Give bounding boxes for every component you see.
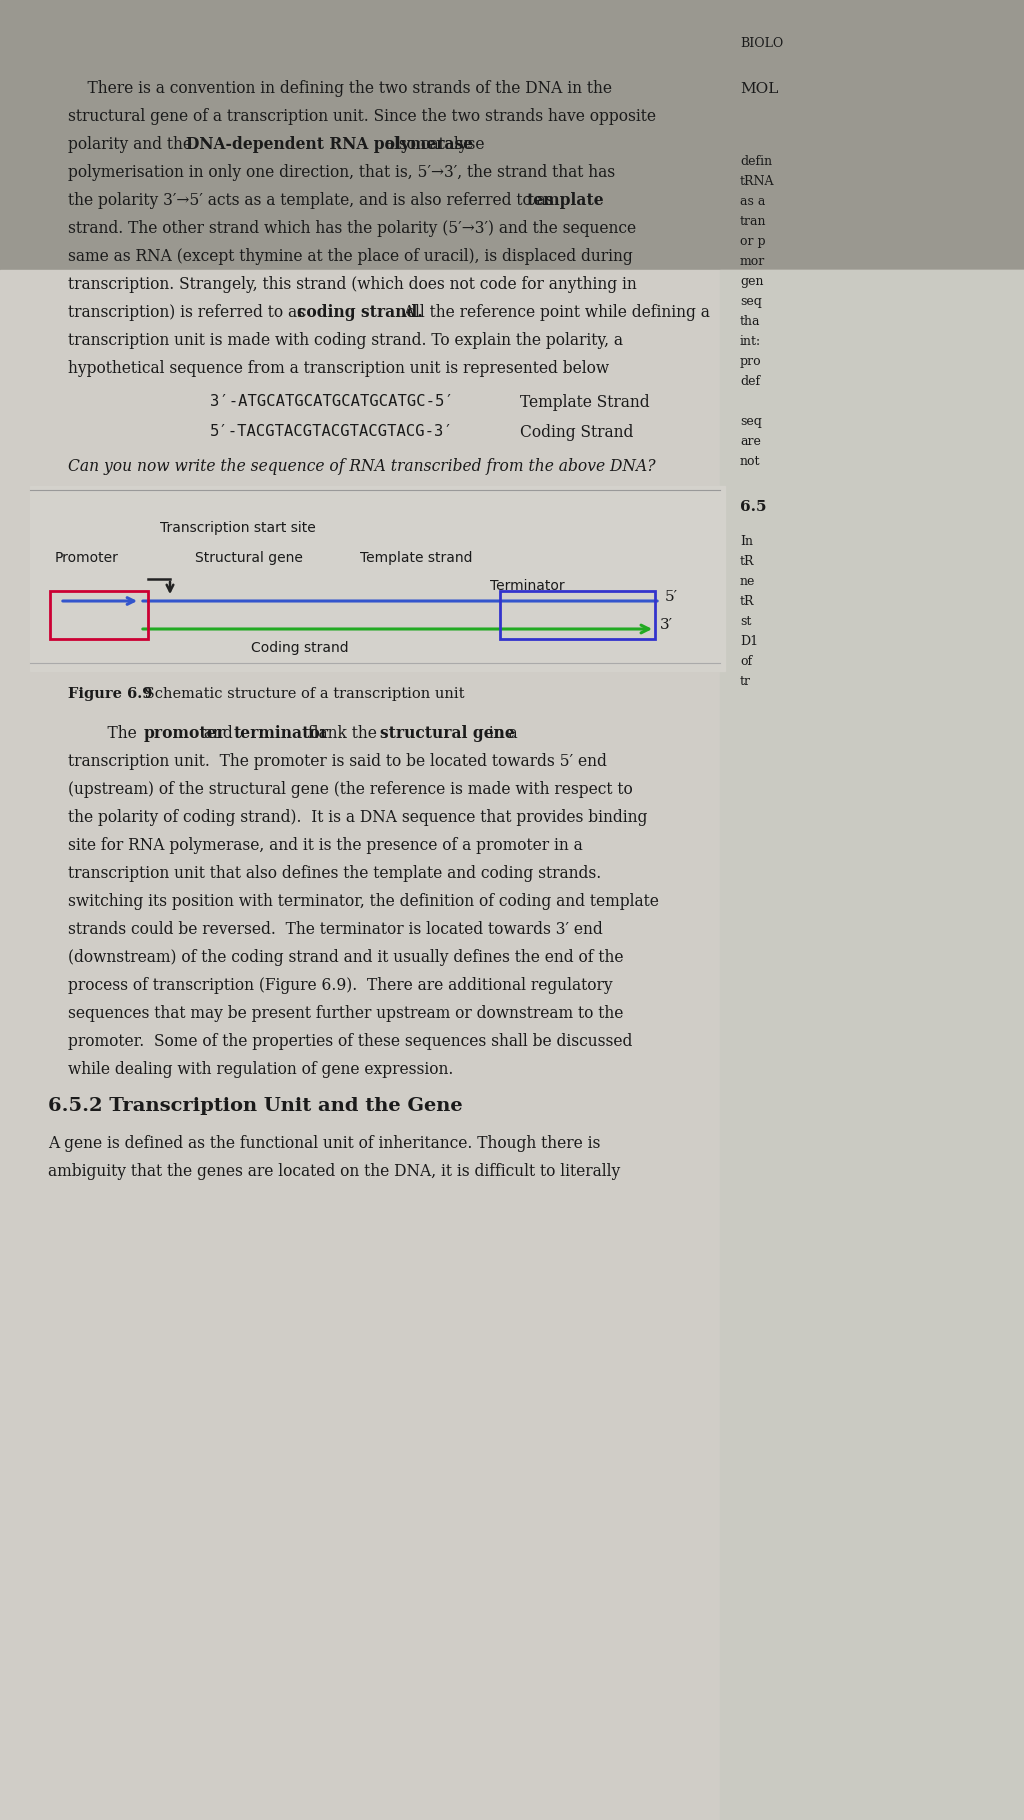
Text: transcription) is referred to as: transcription) is referred to as — [68, 304, 310, 320]
Text: ne: ne — [740, 575, 756, 588]
Text: 5′-TACGTACGTACGTACGTACG-3′: 5′-TACGTACGTACGTACGTACG-3′ — [210, 424, 454, 439]
Text: site for RNA polymerase, and it is the presence of a promoter in a: site for RNA polymerase, and it is the p… — [68, 837, 583, 854]
Text: Can you now write the sequence of RNA transcribed from the above DNA?: Can you now write the sequence of RNA tr… — [68, 459, 655, 475]
Text: pro: pro — [740, 355, 762, 368]
Text: 3′: 3′ — [660, 619, 673, 632]
Text: tRNA: tRNA — [740, 175, 774, 187]
Text: st: st — [740, 615, 752, 628]
Text: in a: in a — [483, 724, 517, 743]
Text: Template strand: Template strand — [360, 551, 472, 564]
Text: flank the: flank the — [303, 724, 382, 743]
Text: process of transcription (Figure 6.9).  There are additional regulatory: process of transcription (Figure 6.9). T… — [68, 977, 612, 994]
Text: the polarity 3′→5′ acts as a template, and is also referred to as: the polarity 3′→5′ acts as a template, a… — [68, 191, 558, 209]
Text: promoter.  Some of the properties of these sequences shall be discussed: promoter. Some of the properties of thes… — [68, 1034, 633, 1050]
Text: transcription unit is made with coding strand. To explain the polarity, a: transcription unit is made with coding s… — [68, 331, 623, 349]
Text: tha: tha — [740, 315, 761, 328]
Text: tran: tran — [740, 215, 767, 228]
Text: Structural gene: Structural gene — [195, 551, 303, 564]
Text: hypothetical sequence from a transcription unit is represented below: hypothetical sequence from a transcripti… — [68, 360, 609, 377]
Text: All the reference point while defining a: All the reference point while defining a — [394, 304, 711, 320]
Text: strand. The other strand which has the polarity (5′→3′) and the sequence: strand. The other strand which has the p… — [68, 220, 636, 237]
Text: sequences that may be present further upstream or downstream to the: sequences that may be present further up… — [68, 1005, 624, 1023]
Text: and: and — [199, 724, 238, 743]
Text: def: def — [740, 375, 760, 388]
Bar — [500, 592, 655, 639]
Text: 6.5: 6.5 — [740, 501, 767, 513]
Text: Coding strand: Coding strand — [251, 641, 349, 655]
Text: of: of — [740, 655, 752, 668]
Text: defin: defin — [740, 155, 772, 167]
Text: 3′-ATGCATGCATGCATGCATGC-5′: 3′-ATGCATGCATGCATGCATGC-5′ — [210, 393, 454, 410]
Text: structural gene: structural gene — [380, 724, 514, 743]
Text: seq: seq — [740, 295, 762, 308]
Text: DNA-dependent RNA polymerase: DNA-dependent RNA polymerase — [186, 136, 473, 153]
Text: strands could be reversed.  The terminator is located towards 3′ end: strands could be reversed. The terminato… — [68, 921, 603, 937]
Bar — [0, 0, 1024, 269]
Text: coding strand.: coding strand. — [297, 304, 423, 320]
Bar — [0, 269, 1024, 1820]
Text: tR: tR — [740, 555, 755, 568]
Text: int:: int: — [740, 335, 761, 348]
Text: There is a convention in defining the two strands of the DNA in the: There is a convention in defining the tw… — [68, 80, 612, 96]
Text: while dealing with regulation of gene expression.: while dealing with regulation of gene ex… — [68, 1061, 454, 1077]
Text: seq: seq — [740, 415, 762, 428]
Text: or p: or p — [740, 235, 766, 248]
Text: MOL: MOL — [740, 82, 778, 96]
Text: 6.5.2 Transcription Unit and the Gene: 6.5.2 Transcription Unit and the Gene — [48, 1097, 463, 1116]
Text: tR: tR — [740, 595, 755, 608]
Text: ambiguity that the genes are located on the DNA, it is difficult to literally: ambiguity that the genes are located on … — [48, 1163, 621, 1179]
Text: same as RNA (except thymine at the place of uracil), is displaced during: same as RNA (except thymine at the place… — [68, 248, 633, 266]
Text: gen: gen — [740, 275, 764, 288]
Bar — [30, 486, 725, 672]
Text: polymerisation in only one direction, that is, 5′→3′, the strand that has: polymerisation in only one direction, th… — [68, 164, 615, 180]
Text: mor: mor — [740, 255, 765, 268]
Text: are: are — [740, 435, 761, 448]
Text: as a: as a — [740, 195, 765, 207]
Text: transcription unit that also defines the template and coding strands.: transcription unit that also defines the… — [68, 864, 601, 883]
Text: transcription unit.  The promoter is said to be located towards 5′ end: transcription unit. The promoter is said… — [68, 753, 607, 770]
Text: structural gene of a transcription unit. Since the two strands have opposite: structural gene of a transcription unit.… — [68, 107, 656, 126]
Text: Promoter: Promoter — [55, 551, 119, 564]
Text: terminator: terminator — [233, 724, 329, 743]
Text: Template Strand: Template Strand — [520, 393, 649, 411]
Text: Figure 6.9: Figure 6.9 — [68, 686, 153, 701]
Text: switching its position with terminator, the definition of coding and template: switching its position with terminator, … — [68, 894, 658, 910]
Text: Schematic structure of a transcription unit: Schematic structure of a transcription u… — [140, 686, 465, 701]
Text: Coding Strand: Coding Strand — [520, 424, 634, 440]
Bar — [720, 269, 1024, 1820]
Text: In: In — [740, 535, 753, 548]
Text: Transcription start site: Transcription start site — [160, 521, 315, 535]
Text: the polarity of coding strand).  It is a DNA sequence that provides binding: the polarity of coding strand). It is a … — [68, 810, 647, 826]
Text: polarity and the: polarity and the — [68, 136, 197, 153]
Text: (downstream) of the coding strand and it usually defines the end of the: (downstream) of the coding strand and it… — [68, 948, 624, 966]
Text: A gene is defined as the functional unit of inheritance. Though there is: A gene is defined as the functional unit… — [48, 1136, 600, 1152]
Text: transcription. Strangely, this strand (which does not code for anything in: transcription. Strangely, this strand (w… — [68, 277, 637, 293]
Text: not: not — [740, 455, 761, 468]
Text: D1: D1 — [740, 635, 758, 648]
Text: template: template — [526, 191, 604, 209]
Text: tr: tr — [740, 675, 751, 688]
Text: 5′: 5′ — [665, 590, 678, 604]
Text: The: The — [88, 724, 141, 743]
Text: BIOLO: BIOLO — [740, 36, 783, 49]
Text: Terminator: Terminator — [490, 579, 564, 593]
Text: promoter: promoter — [143, 724, 225, 743]
Text: (upstream) of the structural gene (the reference is made with respect to: (upstream) of the structural gene (the r… — [68, 781, 633, 797]
Text: also catalyse: also catalyse — [381, 136, 485, 153]
Bar — [50, 592, 148, 639]
